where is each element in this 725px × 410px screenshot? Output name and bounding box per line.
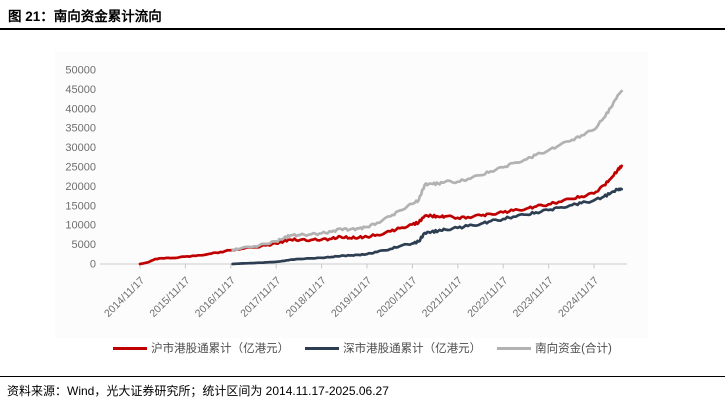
- legend-swatch-sh-connect: [113, 346, 148, 350]
- y-axis-tick-label: 45000: [65, 84, 96, 96]
- y-axis-tick-label: 15000: [65, 200, 96, 212]
- y-axis-tick-label: 40000: [65, 103, 96, 115]
- y-axis-tick-label: 30000: [65, 142, 96, 154]
- series-line-sh-connect: [138, 164, 624, 266]
- footer-divider: [0, 376, 725, 377]
- chart-legend: 沪市港股通累计（亿港元） 深市港股通累计（亿港元） 南向资金(合计): [0, 340, 725, 356]
- series-line-sz-connect: [231, 187, 624, 266]
- legend-label-sz-connect: 深市港股通累计（亿港元）: [343, 343, 482, 355]
- figure-title: 图 21：南向资金累计流向: [8, 9, 162, 24]
- line-chart-svg: 0 5000 10000 15000 20000 25000 30000 35000 40000…: [55, 52, 648, 338]
- y-axis-tick-label: 5000: [72, 239, 96, 251]
- y-axis-tick-label: 20000: [65, 181, 96, 193]
- y-axis-tick-label: 10000: [65, 220, 96, 232]
- legend-swatch-southbound-total: [497, 346, 532, 350]
- plot-background: [55, 52, 648, 338]
- legend-item-sz-connect: 深市港股通累计（亿港元）: [305, 340, 481, 356]
- series-line-southbound-total: [231, 89, 624, 252]
- y-axis-tick-label: 0: [90, 259, 96, 271]
- legend-item-southbound-total: 南向资金(合计): [497, 340, 612, 356]
- legend-label-sh-connect: 沪市港股通累计（亿港元）: [151, 343, 290, 355]
- source-note: 资料来源：Wind，光大证券研究所；统计区间为 2014.11.17-2025.…: [7, 384, 389, 398]
- legend-swatch-sz-connect: [305, 346, 340, 350]
- legend-label-southbound-total: 南向资金(合计): [535, 343, 612, 355]
- y-axis-tick-label: 50000: [65, 65, 96, 77]
- legend-item-sh-connect: 沪市港股通累计（亿港元）: [113, 340, 289, 356]
- y-axis-tick-label: 35000: [65, 123, 96, 135]
- title-divider: [0, 28, 725, 30]
- y-axis-tick-label: 25000: [65, 162, 96, 174]
